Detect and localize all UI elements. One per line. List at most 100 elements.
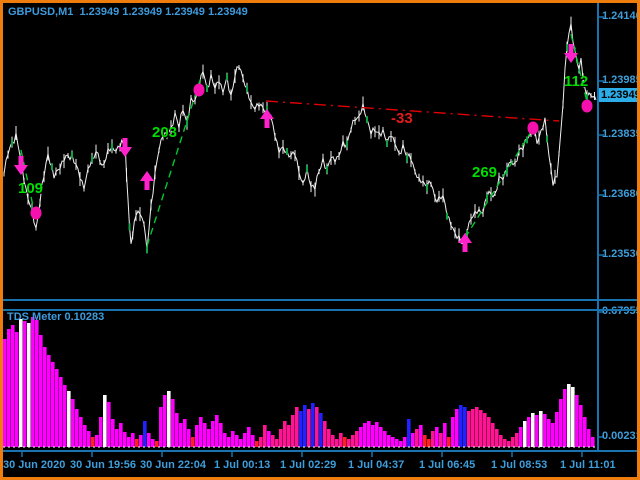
histogram-bar [371, 425, 375, 447]
histogram-bar [219, 423, 223, 447]
histogram-bar [123, 432, 127, 447]
histogram-bar [91, 437, 95, 447]
histogram-bar [335, 439, 339, 447]
histogram-bar [579, 405, 583, 447]
histogram-bar [439, 433, 443, 447]
histogram-bar [195, 425, 199, 447]
histogram-bar [183, 419, 187, 447]
indicator-max-label: 0.67955 [602, 305, 640, 317]
histogram-bar [475, 407, 479, 447]
histogram-bar [567, 384, 571, 447]
signal-dot-icon [193, 83, 205, 97]
time-axis-label: 30 Jun 22:04 [140, 459, 207, 471]
histogram-bar [591, 437, 595, 447]
time-axis[interactable]: 30 Jun 2020 30 Jun 19:56 30 Jun 22:04 1 Jul… [0, 453, 640, 477]
histogram-bar [139, 435, 143, 447]
histogram-bar [211, 421, 215, 447]
histogram-bar [95, 435, 99, 447]
histogram-bar [59, 377, 63, 447]
time-axis-label: 1 Jul 11:01 [560, 459, 616, 471]
signal-dot-icon [581, 99, 593, 113]
time-axis-label: 30 Jun 2020 [3, 459, 66, 471]
histogram-bar [555, 412, 559, 447]
histogram-bar [359, 427, 363, 447]
histogram-bar [215, 415, 219, 447]
histogram-bar [43, 347, 47, 447]
histogram-bar [239, 439, 243, 447]
histogram-bar [311, 403, 315, 447]
histogram-bar [531, 413, 535, 447]
histogram-bar [19, 319, 23, 447]
histogram-bar [87, 431, 91, 447]
histogram-bar [363, 423, 367, 447]
buy-arrow-icon [458, 233, 472, 252]
histogram-bar [143, 421, 147, 447]
indicator-axis[interactable]: 0.67955 0.00231 [599, 0, 640, 480]
histogram-bar [443, 423, 447, 447]
histogram-bar [51, 362, 55, 447]
main-panel-bottom-border [3, 299, 637, 301]
histogram-bar [307, 409, 311, 447]
histogram-bar [495, 429, 499, 447]
histogram-bar [155, 441, 159, 447]
histogram-bar [39, 335, 43, 447]
histogram-bar [171, 399, 175, 447]
sell-arrow-icon [564, 44, 578, 63]
time-axis-label: 1 Jul 02:29 [280, 459, 337, 471]
histogram-bar [503, 439, 507, 447]
histogram-bar [391, 437, 395, 447]
histogram-bar [207, 429, 211, 447]
histogram-bar [523, 421, 527, 447]
histogram-bar [15, 332, 19, 447]
histogram-bar [323, 421, 327, 447]
histogram-bar [23, 321, 27, 447]
indicator-title: TDS Meter 0.10283 [7, 311, 105, 323]
histogram-bar [163, 395, 167, 447]
histogram-bar [203, 423, 207, 447]
histogram-bar [35, 320, 39, 447]
histogram-bar [127, 437, 131, 447]
indicator-panel-top-border[interactable] [3, 309, 637, 311]
histogram-bar [367, 421, 371, 447]
histogram-bar [343, 437, 347, 447]
buy-arrow-icon [140, 171, 154, 190]
histogram-bar [387, 435, 391, 447]
histogram-bar [399, 441, 403, 447]
histogram-bar [191, 437, 195, 447]
histogram-bar [259, 437, 263, 447]
price-axis-label: 1.23985 [602, 74, 640, 86]
histogram-bar [575, 395, 579, 447]
histogram-bar [351, 435, 355, 447]
histogram-bar [223, 433, 227, 447]
histogram-bar [559, 399, 563, 447]
indicator-min-label: 0.00231 [602, 430, 640, 442]
price-axis-label: 1.23835 [602, 128, 640, 140]
histogram-bar [291, 415, 295, 447]
histogram-bar [31, 317, 35, 447]
histogram-bar [487, 417, 491, 447]
histogram-bar [251, 435, 255, 447]
histogram-bar [483, 413, 487, 447]
price-axis[interactable]: 1.24140 1.23985 1.23835 1.23680 1.23530 1.239… [599, 0, 640, 480]
histogram-bar [7, 329, 11, 447]
histogram-bar [175, 413, 179, 447]
histogram-bar [103, 395, 107, 447]
histogram-bar [463, 407, 467, 447]
histogram-bar [115, 429, 119, 447]
histogram-bar [547, 419, 551, 447]
histogram-bar [247, 427, 251, 447]
histogram-bar [479, 410, 483, 447]
sell-arrow-icon [118, 138, 132, 157]
price-axis-separator [597, 3, 599, 450]
histogram-bar [27, 323, 31, 447]
histogram-bar [571, 387, 575, 447]
histogram-bar [63, 385, 67, 447]
histogram-bar [55, 369, 59, 447]
histogram-bar [107, 402, 111, 447]
histogram-bar [379, 427, 383, 447]
histogram-bar [131, 433, 135, 447]
histogram-bar [515, 433, 519, 447]
time-axis-line [3, 450, 637, 452]
histogram-bar [415, 429, 419, 447]
